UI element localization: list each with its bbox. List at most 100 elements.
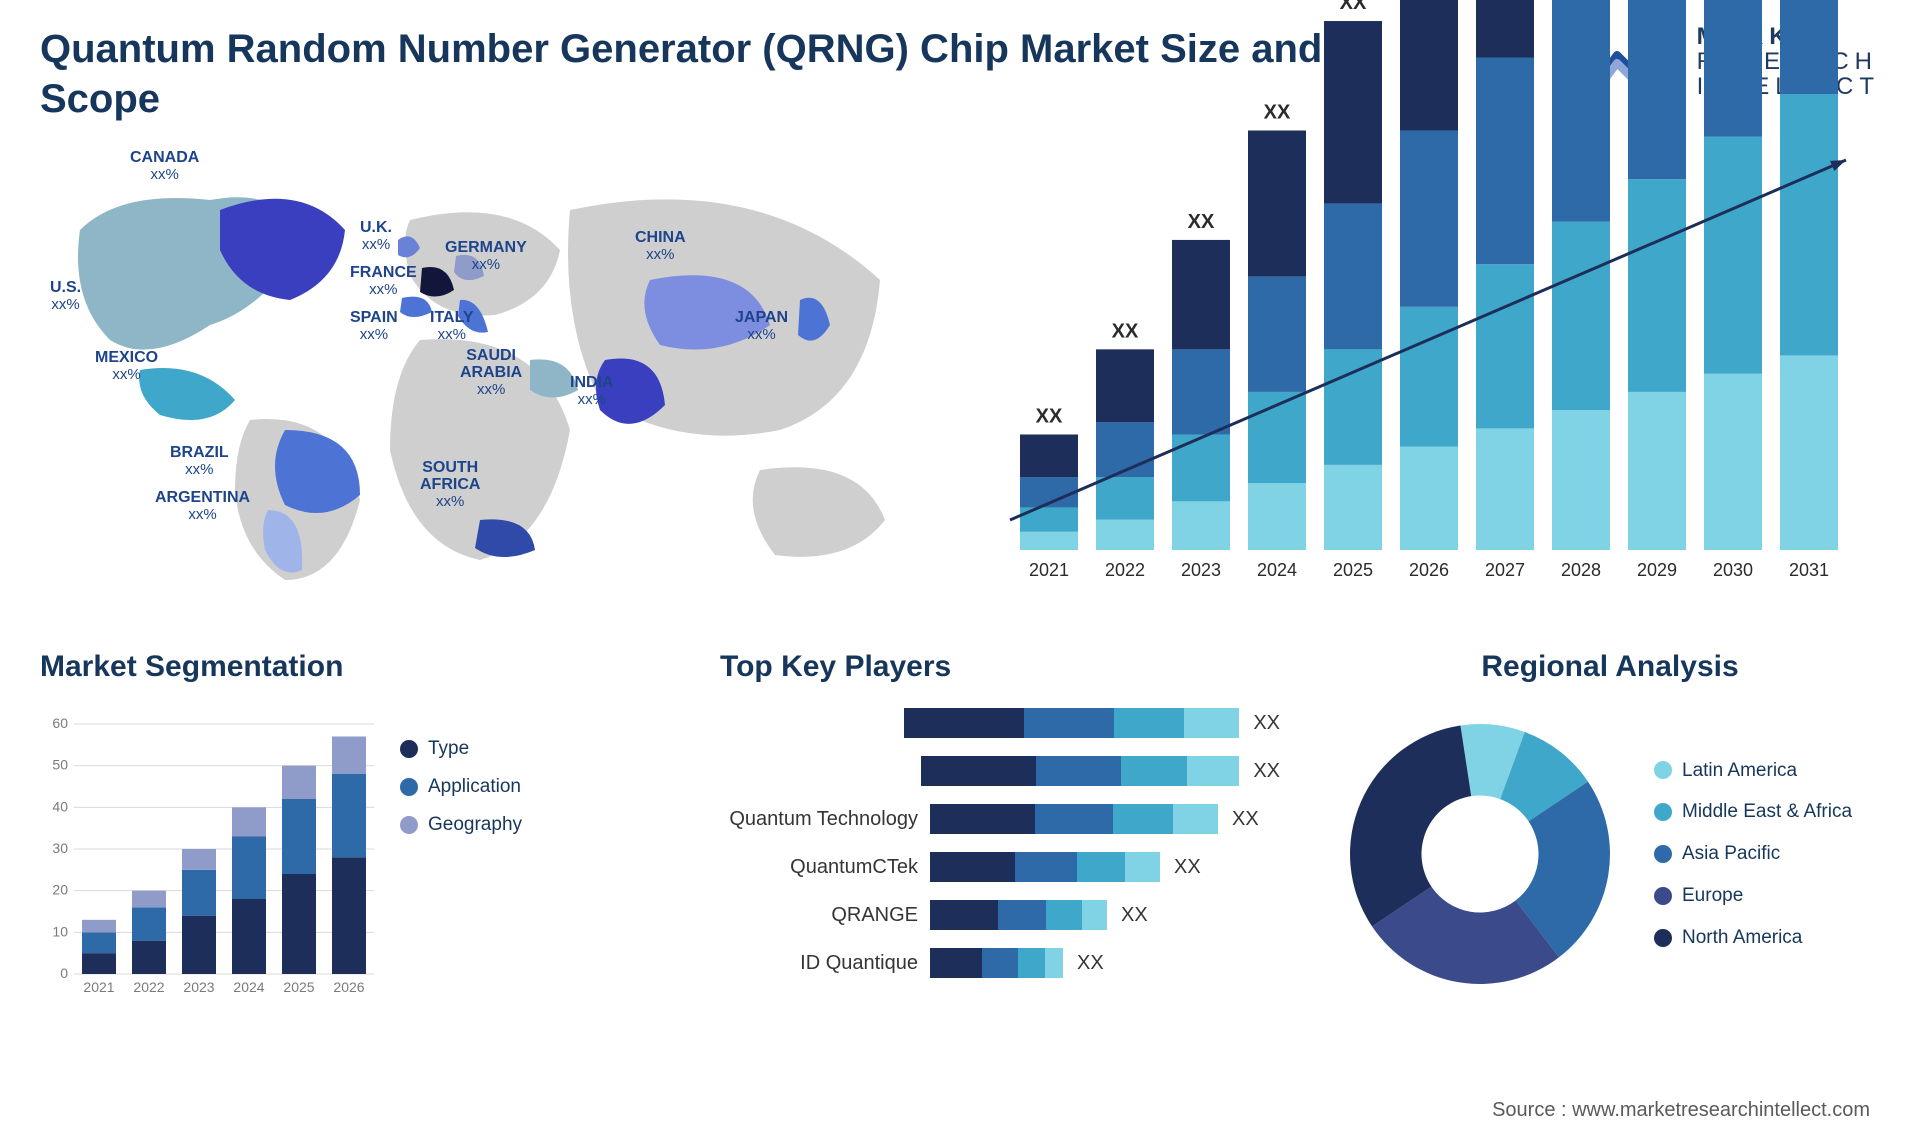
player-label: QRANGE — [720, 904, 930, 927]
regional-legend-item: Latin America — [1654, 750, 1852, 792]
main-bar-seg — [1324, 349, 1382, 465]
page-title: Quantum Random Number Generator (QRNG) C… — [40, 24, 1420, 124]
player-row: XX — [720, 704, 1280, 742]
player-value: XX — [1077, 952, 1104, 975]
main-bar-seg — [1324, 465, 1382, 550]
player-bar-seg — [930, 948, 982, 978]
player-value: XX — [1174, 856, 1201, 879]
svg-text:10: 10 — [52, 923, 68, 939]
svg-text:2024: 2024 — [233, 979, 264, 995]
main-bar-seg — [1172, 501, 1230, 550]
player-bar-seg — [1077, 852, 1125, 882]
market-size-chart: XX2021XX2022XX2023XX2024XX2025XX2026XX20… — [1000, 150, 1860, 590]
seg-bar-seg — [282, 766, 316, 799]
main-bar-seg — [1096, 422, 1154, 477]
main-bar-year: 2028 — [1561, 560, 1601, 580]
svg-text:30: 30 — [52, 840, 68, 856]
map-region-brazil — [275, 430, 360, 513]
main-bar-seg — [1172, 434, 1230, 501]
svg-text:0: 0 — [60, 965, 68, 981]
main-bar-year: 2023 — [1181, 560, 1221, 580]
regional-section: Regional Analysis Latin AmericaMiddle Ea… — [1330, 650, 1890, 1004]
main-bar-seg — [1020, 532, 1078, 550]
main-bar-seg — [1400, 307, 1458, 447]
player-row: Quantum TechnologyXX — [720, 800, 1280, 838]
seg-bar-seg — [132, 907, 166, 940]
map-label-india: INDIAxx% — [570, 375, 614, 409]
main-bar-seg — [1248, 483, 1306, 550]
main-bar-year: 2030 — [1713, 560, 1753, 580]
map-region-spain — [400, 297, 432, 317]
main-bar-seg — [1400, 0, 1458, 130]
seg-bar-seg — [232, 837, 266, 900]
seg-bar-seg — [232, 807, 266, 836]
main-bar-value: XX — [1112, 320, 1139, 342]
svg-text:2022: 2022 — [133, 979, 164, 995]
map-label-argentina: ARGENTINAxx% — [155, 490, 250, 524]
seg-bar-seg — [82, 920, 116, 933]
player-bar-seg — [1125, 852, 1160, 882]
map-label-u-s-: U.S.xx% — [50, 280, 81, 314]
world-map: CANADAxx%U.S.xx%MEXICOxx%BRAZILxx%ARGENT… — [40, 150, 910, 590]
player-bar-seg — [1184, 708, 1239, 738]
regional-donut — [1330, 704, 1630, 1004]
main-bar-seg — [1704, 374, 1762, 550]
main-bar-seg — [1552, 0, 1610, 222]
player-bar — [930, 804, 1218, 834]
player-value: XX — [1232, 808, 1259, 831]
main-bar-seg — [1780, 355, 1838, 550]
main-bar-year: 2022 — [1105, 560, 1145, 580]
map-label-canada: CANADAxx% — [130, 150, 199, 184]
segmentation-legend: TypeApplicationGeography — [400, 730, 522, 844]
player-bar — [930, 852, 1160, 882]
player-bar-seg — [1045, 948, 1063, 978]
player-bar-seg — [1046, 900, 1082, 930]
player-row: QuantumCTek XX — [720, 848, 1280, 886]
main-bar-year: 2026 — [1409, 560, 1449, 580]
map-region-australia-bg — [753, 467, 885, 557]
main-bar-year: 2029 — [1637, 560, 1677, 580]
player-bar — [930, 948, 1063, 978]
main-bar-seg — [1704, 0, 1762, 137]
seg-bar-seg — [82, 953, 116, 974]
seg-bar-seg — [332, 774, 366, 857]
segmentation-title: Market Segmentation — [40, 650, 540, 684]
seg-bar-seg — [182, 916, 216, 974]
regional-legend-item: Middle East & Africa — [1654, 791, 1852, 833]
map-label-china: CHINAxx% — [635, 230, 686, 264]
player-row: ID QuantiqueXX — [720, 944, 1280, 982]
main-bar-seg — [1324, 203, 1382, 349]
player-bar-seg — [1114, 708, 1184, 738]
players-section: Top Key Players XXXXQuantum TechnologyXX… — [720, 650, 1280, 992]
player-bar-seg — [930, 852, 1015, 882]
player-bar-seg — [1024, 708, 1114, 738]
player-bar-seg — [1082, 900, 1107, 930]
svg-text:2021: 2021 — [83, 979, 114, 995]
main-bar-seg — [1628, 0, 1686, 179]
donut-slice — [1350, 725, 1471, 926]
player-value: XX — [1253, 760, 1280, 783]
main-bar-seg — [1248, 276, 1306, 392]
main-bar-seg — [1628, 392, 1686, 550]
seg-bar-seg — [282, 874, 316, 974]
seg-bar-seg — [132, 891, 166, 908]
player-bar-seg — [982, 948, 1018, 978]
seg-bar-seg — [182, 849, 216, 870]
main-bar-seg — [1552, 410, 1610, 550]
player-bar-seg — [1035, 804, 1113, 834]
map-label-japan: JAPANxx% — [735, 310, 788, 344]
main-bar-seg — [1476, 428, 1534, 550]
player-bar-seg — [1173, 804, 1218, 834]
main-bar-seg — [1020, 434, 1078, 477]
players-title: Top Key Players — [720, 650, 1280, 684]
source-line: Source : www.marketresearchintellect.com — [1492, 1099, 1870, 1122]
main-bar-year: 2024 — [1257, 560, 1297, 580]
map-label-spain: SPAINxx% — [350, 310, 398, 344]
main-bar-value: XX — [1188, 211, 1215, 233]
segmentation-section: Market Segmentation 01020304050602021202… — [40, 650, 540, 1009]
main-bar-seg — [1096, 477, 1154, 520]
main-bar-seg — [1780, 0, 1838, 94]
player-label: QuantumCTek — [720, 856, 930, 879]
player-bar-seg — [930, 804, 1035, 834]
main-bar-seg — [1704, 137, 1762, 374]
